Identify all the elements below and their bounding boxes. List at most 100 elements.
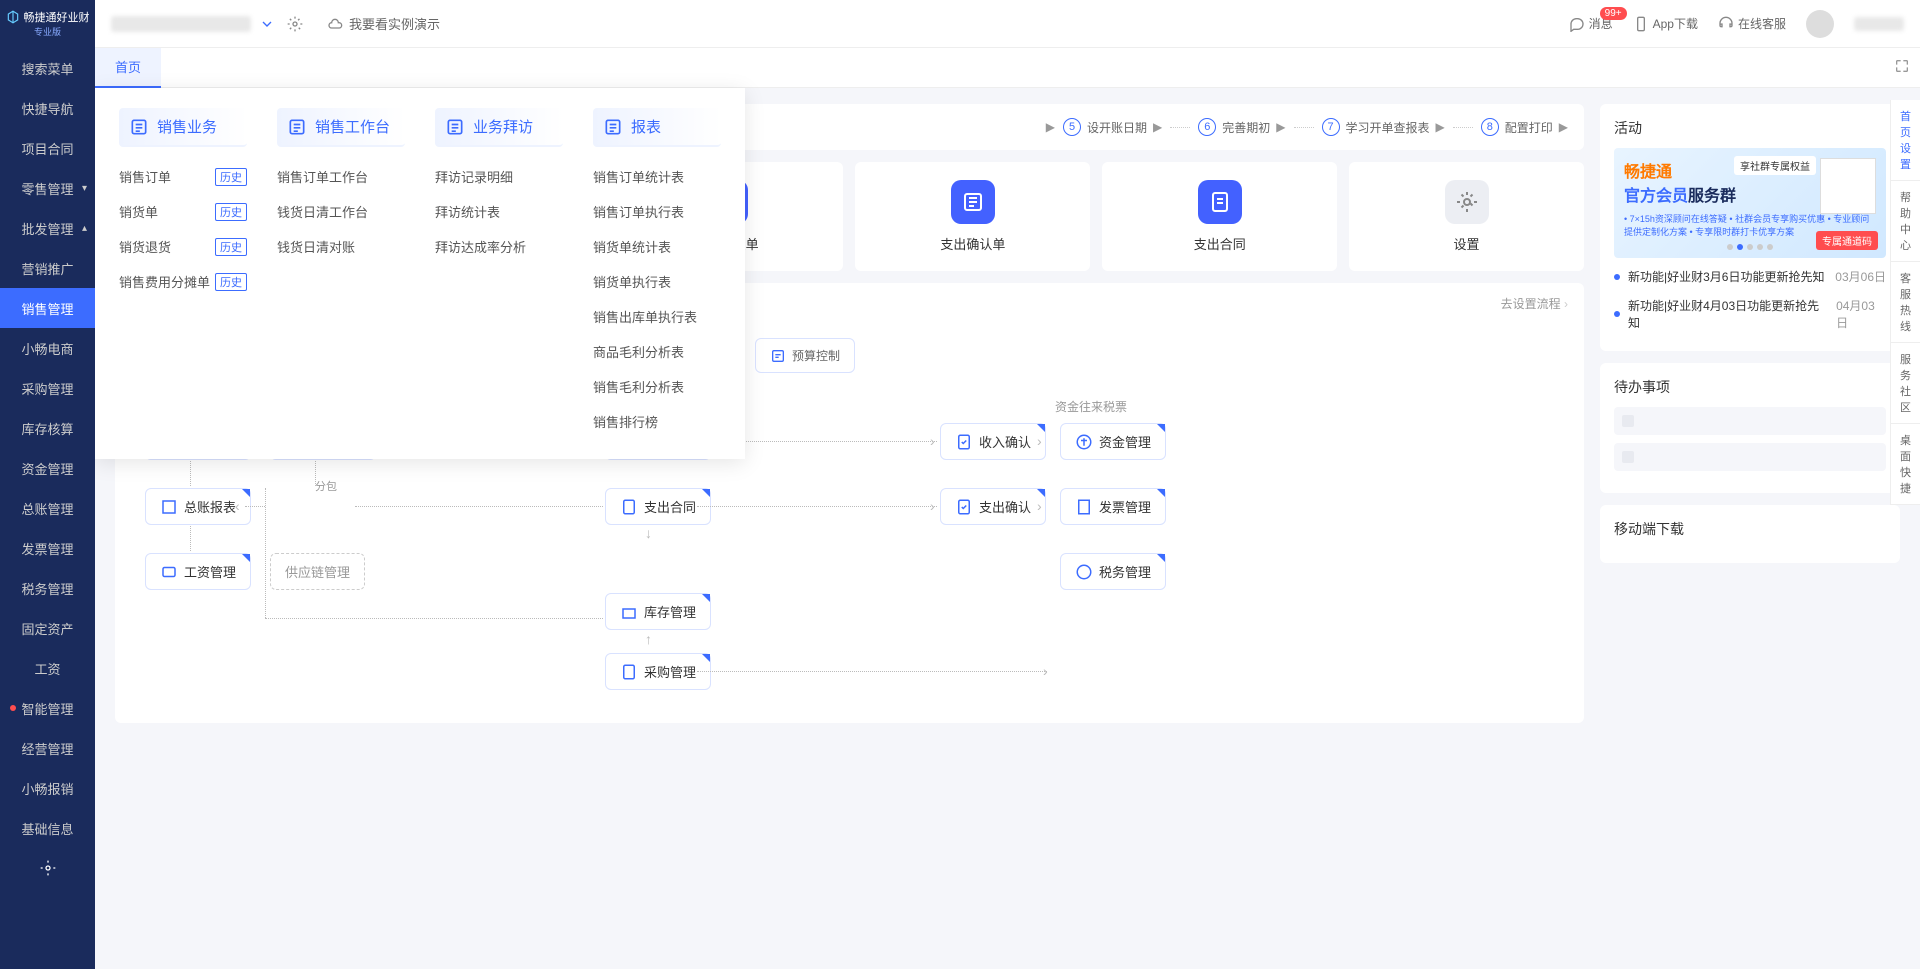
sidebar-item[interactable]: 税务管理 — [0, 568, 95, 608]
side-tab[interactable]: 帮助中心 — [1891, 181, 1920, 262]
list2-icon — [951, 180, 995, 224]
mega-menu-item[interactable]: 销货退货历史 — [119, 229, 247, 264]
setup-step[interactable]: 6完善期初▶ — [1198, 118, 1285, 136]
chevron-down-icon — [259, 16, 275, 32]
history-tag[interactable]: 历史 — [215, 203, 247, 221]
sidebar-item[interactable]: 经营管理 — [0, 728, 95, 768]
side-tabs: 首页设置帮助中心客服热线服务社区桌面快捷 — [1890, 100, 1920, 505]
flow-node-expense-confirm[interactable]: 支出确认 — [940, 488, 1046, 525]
sidebar-settings-button[interactable] — [0, 848, 95, 888]
flow-node-inventory[interactable]: 库存管理 — [605, 593, 711, 630]
sidebar: 搜索菜单快捷导航项目合同零售管理▾批发管理▴营销推广销售管理小畅电商采购管理库存… — [0, 48, 95, 969]
flow-node-expense-contract[interactable]: 支出合同 — [605, 488, 711, 525]
mega-menu-item[interactable]: 拜访达成率分析 — [435, 229, 563, 264]
flow-settings-link[interactable]: 去设置流程 › — [1501, 295, 1568, 312]
tab-home[interactable]: 首页 — [95, 48, 161, 88]
sidebar-item[interactable]: 固定资产 — [0, 608, 95, 648]
carousel-dots[interactable] — [1614, 244, 1886, 250]
flow-node-purchase[interactable]: 采购管理 — [605, 653, 711, 690]
mega-menu-item[interactable]: 销售订单执行表 — [593, 194, 721, 229]
sidebar-item[interactable]: 批发管理▴ — [0, 208, 95, 248]
cloud-icon — [327, 16, 343, 32]
gear-icon — [40, 860, 56, 876]
headset-icon — [1718, 16, 1734, 32]
sidebar-item[interactable]: 项目合同 — [0, 128, 95, 168]
sidebar-item[interactable]: 发票管理 — [0, 528, 95, 568]
mega-menu-item[interactable]: 销售订单历史 — [119, 159, 247, 194]
mega-menu-item[interactable]: 销售订单工作台 — [277, 159, 405, 194]
side-tab[interactable]: 首页设置 — [1891, 100, 1920, 181]
sidebar-item[interactable]: 总账管理 — [0, 488, 95, 528]
setup-step[interactable]: 7学习开单查报表▶ — [1322, 118, 1445, 136]
mega-menu-item[interactable]: 销货单统计表 — [593, 229, 721, 264]
sidebar-item[interactable]: 智能管理 — [0, 688, 95, 728]
mega-menu-item[interactable]: 销售订单统计表 — [593, 159, 721, 194]
mega-col-header: 业务拜访 — [435, 108, 563, 147]
qr-code — [1820, 158, 1876, 214]
mega-menu-item[interactable]: 钱货日清对账 — [277, 229, 405, 264]
history-tag[interactable]: 历史 — [215, 273, 247, 291]
mega-menu-item[interactable]: 商品毛利分析表 — [593, 334, 721, 369]
flow-node-salary[interactable]: 工资管理 — [145, 553, 251, 590]
mega-menu-item[interactable]: 拜访统计表 — [435, 194, 563, 229]
sidebar-item[interactable]: 营销推广 — [0, 248, 95, 288]
logo: 畅捷通好业财 专业版 — [0, 0, 95, 48]
mobile-download-panel: 移动端下载 — [1600, 505, 1900, 563]
sidebar-item[interactable]: 销售管理 — [0, 288, 95, 328]
history-tag[interactable]: 历史 — [215, 238, 247, 256]
activity-panel: 活动 畅捷通 享社群专属权益 官方会员服务群 • 7×15h资深顾问在线答疑 •… — [1600, 104, 1900, 351]
logo-icon — [6, 10, 20, 24]
sidebar-item[interactable]: 小畅报销 — [0, 768, 95, 808]
quick-card[interactable]: 设置 — [1349, 162, 1584, 271]
flow-node-income-confirm[interactable]: 收入确认 — [940, 423, 1046, 460]
company-name-blurred — [111, 16, 251, 32]
message-badge: 99+ — [1600, 7, 1627, 20]
fullscreen-button[interactable] — [1894, 58, 1910, 77]
step-prev-icon[interactable]: ▶ — [1046, 120, 1055, 134]
sidebar-item[interactable]: 基础信息 — [0, 808, 95, 848]
mega-menu-item[interactable]: 销售排行榜 — [593, 404, 721, 439]
sidebar-item[interactable]: 采购管理 — [0, 368, 95, 408]
promo-banner[interactable]: 畅捷通 享社群专属权益 官方会员服务群 • 7×15h资深顾问在线答疑 • 社群… — [1614, 148, 1886, 258]
news-item[interactable]: 新功能|好业财4月03日功能更新抢先知04月03日 — [1614, 291, 1886, 337]
settings-gear-icon[interactable] — [287, 16, 303, 32]
mobile-title: 移动端下载 — [1614, 519, 1886, 539]
side-tab[interactable]: 桌面快捷 — [1891, 424, 1920, 505]
history-tag[interactable]: 历史 — [215, 168, 247, 186]
flow-node-invoice[interactable]: 发票管理 — [1060, 488, 1166, 525]
side-tab[interactable]: 服务社区 — [1891, 343, 1920, 424]
news-item[interactable]: 新功能|好业财3月6日功能更新抢先知03月06日 — [1614, 262, 1886, 291]
mega-menu-item[interactable]: 钱货日清工作台 — [277, 194, 405, 229]
main-area: 首页 销售业务销售订单历史销货单历史销货退货历史销售费用分摊单历史销售工作台销售… — [95, 48, 1920, 969]
mega-menu-item[interactable]: 销货单历史 — [119, 194, 247, 229]
sidebar-item[interactable]: 零售管理▾ — [0, 168, 95, 208]
demo-link[interactable]: 我要看实例演示 — [327, 14, 440, 33]
sidebar-item[interactable]: 库存核算 — [0, 408, 95, 448]
mega-menu-item[interactable]: 销售出库单执行表 — [593, 299, 721, 334]
mega-menu: 销售业务销售订单历史销货单历史销货退货历史销售费用分摊单历史销售工作台销售订单工… — [95, 88, 745, 459]
user-avatar[interactable] — [1806, 10, 1834, 38]
mega-col-header: 销售工作台 — [277, 108, 405, 147]
mega-menu-item[interactable]: 拜访记录明细 — [435, 159, 563, 194]
mega-menu-item[interactable]: 销售费用分摊单历史 — [119, 264, 247, 299]
sidebar-item[interactable]: 快捷导航 — [0, 88, 95, 128]
sidebar-item[interactable]: 工资 — [0, 648, 95, 688]
quick-card[interactable]: 支出确认单 — [855, 162, 1090, 271]
message-button[interactable]: 消息 99+ — [1569, 15, 1613, 32]
setup-step[interactable]: 8配置打印▶ — [1481, 118, 1568, 136]
mega-menu-item[interactable]: 销货单执行表 — [593, 264, 721, 299]
flow-node-supply-chain[interactable]: 供应链管理 — [270, 553, 365, 590]
setup-step[interactable]: 5设开账日期▶ — [1063, 118, 1162, 136]
side-tab[interactable]: 客服热线 — [1891, 262, 1920, 343]
flow-node-budget[interactable]: 预算控制 — [755, 338, 855, 373]
sidebar-item[interactable]: 搜索菜单 — [0, 48, 95, 88]
company-selector[interactable] — [111, 16, 275, 32]
sidebar-item[interactable]: 资金管理 — [0, 448, 95, 488]
quick-card[interactable]: 支出合同 — [1102, 162, 1337, 271]
mega-menu-item[interactable]: 销售毛利分析表 — [593, 369, 721, 404]
sidebar-item[interactable]: 小畅电商 — [0, 328, 95, 368]
flow-node-tax[interactable]: 税务管理 — [1060, 553, 1166, 590]
online-service-button[interactable]: 在线客服 — [1718, 15, 1786, 32]
app-download-button[interactable]: App下载 — [1633, 15, 1698, 32]
flow-node-fund[interactable]: 资金管理 — [1060, 423, 1166, 460]
